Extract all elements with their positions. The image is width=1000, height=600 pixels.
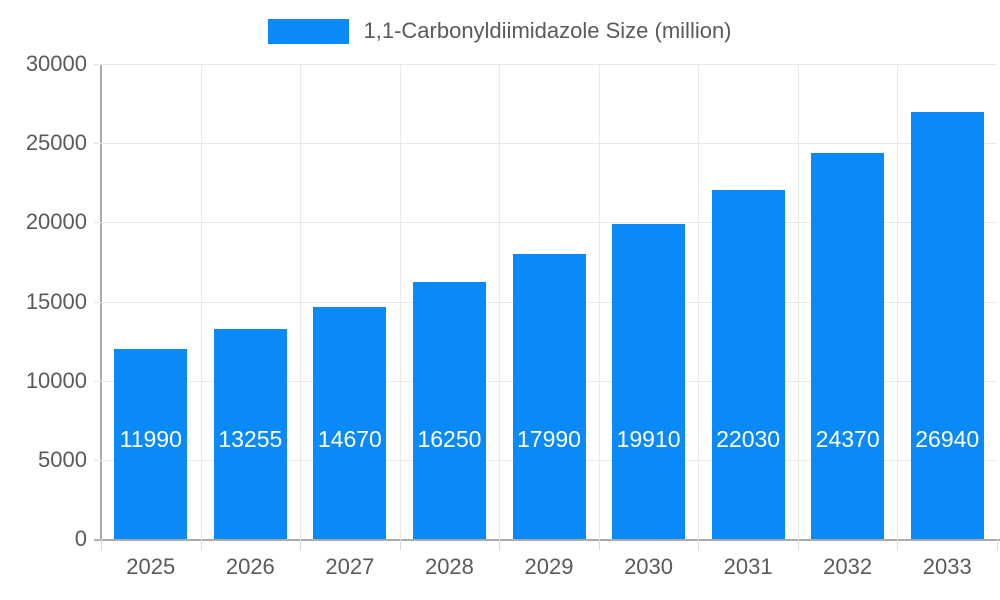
bar-value-label: 16250 [417,426,482,452]
gridline-horizontal [101,143,997,145]
bar-value-label: 11990 [119,426,182,452]
chart-legend: 1,1-Carbonyldiimidazole Size (million) [0,10,1000,52]
x-axis-tick-label: 2028 [424,554,474,579]
x-axis-tick-label: 2030 [624,554,674,579]
bar[interactable]: 14670 [313,306,387,539]
x-axis-tick [798,539,799,550]
bar-value-label: 19910 [616,426,681,452]
x-axis-tick [997,539,998,550]
gridline-horizontal [101,222,997,224]
y-axis-tick [94,301,101,303]
bar-value-label: 24370 [815,426,880,452]
y-axis-tick-label: 20000 [25,209,87,235]
x-axis-tick-label: 2029 [524,554,574,579]
x-axis-tick [698,539,699,550]
y-axis-tick-label: 25000 [25,130,87,156]
x-axis-tick [400,539,401,550]
gridline-horizontal [101,64,997,65]
y-axis-tick [94,459,101,461]
gridline-vertical [798,64,799,539]
gridline-vertical [599,64,600,539]
x-axis-tick-label: 2027 [325,554,375,579]
bar-value-label: 17990 [517,426,581,452]
gridline-vertical [300,64,301,539]
legend-swatch-series-1 [268,18,350,44]
x-axis-tick [300,539,301,550]
bar[interactable]: 24370 [811,153,885,539]
gridline-vertical [698,64,699,539]
x-axis-tick-label: 2032 [823,554,873,579]
x-axis-tick [499,539,500,550]
bar[interactable]: 22030 [711,190,785,539]
bar[interactable]: 26940 [910,112,984,539]
x-axis-tick-label: 2033 [922,554,972,579]
y-axis-tick-label: 10000 [25,367,87,393]
x-axis-tick [599,539,600,550]
plot-area: 11990 13255 14670 16250 17990 19910 22030 24370… [94,64,1000,550]
legend-label-series-1: 1,1-Carbonyldiimidazole Size (million) [363,18,732,43]
gridline-vertical [201,64,202,539]
y-axis-tick-label: 30000 [25,51,87,76]
y-axis-tick-label: 15000 [25,288,87,314]
x-axis-tick [101,539,102,550]
x-axis-tick [201,539,202,550]
y-axis-tick [94,539,101,540]
bar[interactable]: 16250 [412,281,486,539]
gridline-vertical [499,64,500,539]
bar-value-label: 13255 [218,426,283,452]
y-axis-tick [94,64,101,65]
bar[interactable]: 17990 [512,254,586,539]
y-axis-tick [94,143,101,145]
bar-value-label: 22030 [716,426,781,452]
bar[interactable]: 13255 [213,329,287,539]
bar[interactable]: 11990 [114,349,188,539]
y-axis-tick [94,222,101,224]
x-axis-tick-label: 2031 [723,554,773,579]
y-axis-tick-label: 5000 [38,446,87,472]
bar-value-label: 14670 [317,426,382,452]
gridline-vertical [897,64,898,539]
bar-value-label: 26940 [915,426,980,452]
bar[interactable]: 19910 [612,223,686,539]
x-axis-tick-label: 2025 [126,554,176,579]
x-axis-spine [94,539,1000,541]
y-axis-tick-label: 0 [74,526,87,551]
x-axis-tick-label: 2026 [225,554,275,579]
gridline-vertical [400,64,401,539]
y-axis-tick [94,380,101,382]
x-axis-tick [897,539,898,550]
